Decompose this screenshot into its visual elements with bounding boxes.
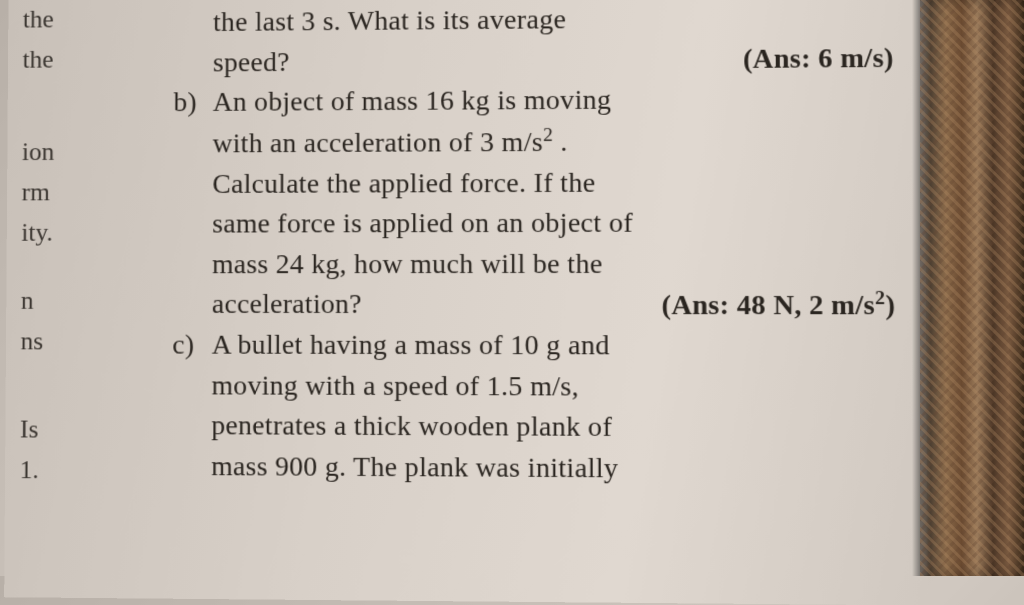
item-label-b: b) xyxy=(173,83,212,123)
textbook-page: the the ion rm ity. n ns Is 1. the last … xyxy=(4,0,928,605)
answer-text: (Ans: 48 N, 2 m/s2) xyxy=(662,285,896,327)
question-text: acceleration? xyxy=(212,290,362,321)
rug-pattern xyxy=(920,0,1024,576)
margin-word: Is xyxy=(20,410,89,449)
question-c-line: penetrates a thick wooden plank of xyxy=(172,406,896,450)
question-b-line: mass 24 kg, how much will be the xyxy=(173,244,895,285)
question-text: An object of mass 16 kg is moving xyxy=(213,85,612,118)
margin-word: the xyxy=(23,0,91,38)
left-margin-fragments: the the ion rm ity. n ns Is 1. xyxy=(20,0,91,491)
question-text: A bullet having a mass of 10 g and xyxy=(212,330,610,362)
question-b-line: b)An object of mass 16 kg is moving xyxy=(173,79,894,123)
item-label-c: c) xyxy=(172,326,212,366)
question-b-line: same force is applied on an object of xyxy=(173,203,895,245)
margin-word: rm xyxy=(22,173,90,212)
speed-label: speed? xyxy=(213,47,290,78)
question-c-line: mass 900 g. The plank was initially xyxy=(172,447,897,492)
question-text: . xyxy=(553,127,568,158)
question-b-line: acceleration? (Ans: 48 N, 2 m/s2) xyxy=(172,285,895,326)
question-c-line: c)A bullet having a mass of 10 g and xyxy=(172,326,895,368)
margin-word: ity. xyxy=(21,213,90,252)
margin-word: ion xyxy=(22,132,90,171)
partial-question-line: speed? (Ans: 6 m/s) xyxy=(174,38,894,83)
question-text: with an acceleration of 3 m/s xyxy=(213,127,543,159)
margin-word: 1. xyxy=(20,450,89,489)
answer-text: (Ans: 6 m/s) xyxy=(743,38,894,80)
margin-word: n xyxy=(21,281,90,320)
question-c-line: moving with a speed of 1.5 m/s, xyxy=(172,366,896,409)
question-b-line: with an acceleration of 3 m/s2 . xyxy=(173,120,894,165)
margin-word: ns xyxy=(20,322,89,361)
superscript: 2 xyxy=(543,125,553,146)
margin-word: the xyxy=(22,40,90,79)
question-b-line: Calculate the applied force. If the xyxy=(173,162,895,205)
main-text-column: the last 3 s. What is its average speed?… xyxy=(172,0,897,491)
partial-question-line: the last 3 s. What is its average xyxy=(174,0,894,44)
